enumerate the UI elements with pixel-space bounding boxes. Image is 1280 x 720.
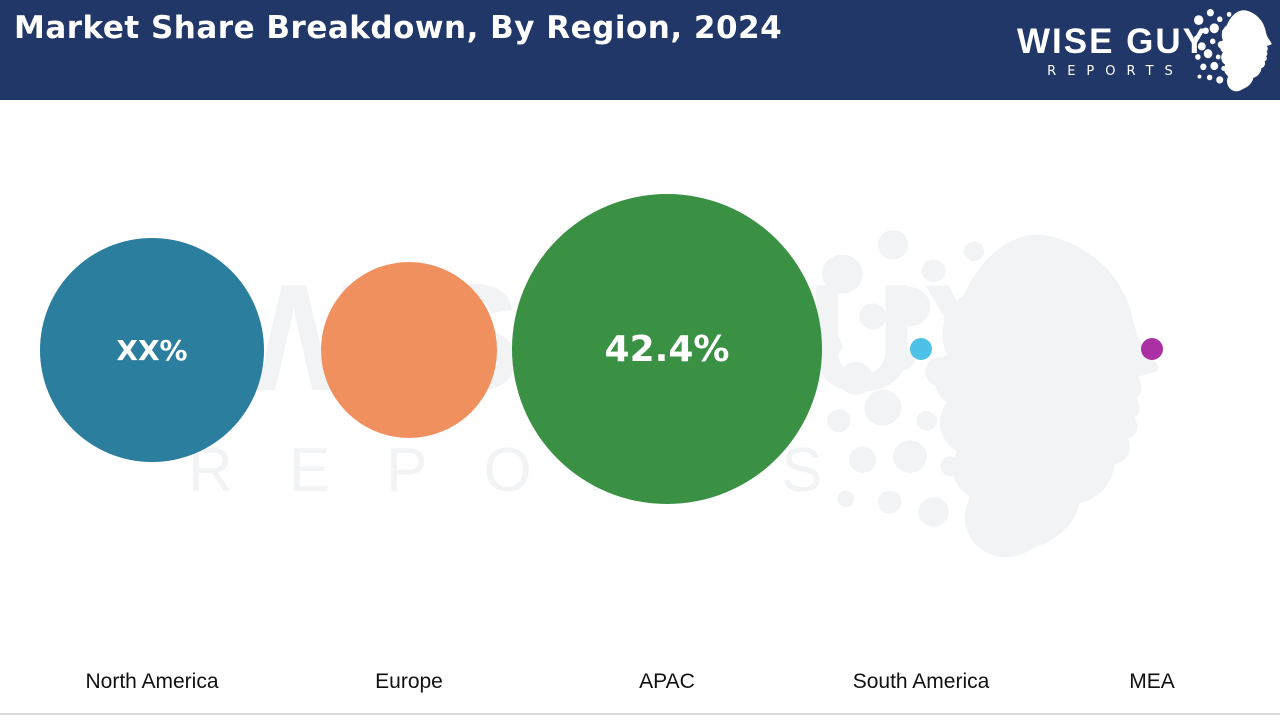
bubble-north-america: XX% — [40, 238, 264, 462]
category-label-mea: MEA — [1129, 670, 1175, 693]
category-label-apac: APAC — [639, 670, 695, 693]
logo-wordmark: WISE GUY — [1016, 21, 1208, 61]
wiseguy-face-icon — [1194, 9, 1272, 92]
logo-text: WISE GUY REPORTS — [1017, 22, 1208, 79]
category-label-south-america: South America — [852, 670, 990, 693]
bubble-value-label-north-america: XX% — [116, 333, 188, 367]
bubble-apac: 42.4% — [512, 194, 822, 504]
header: Market Share Breakdown, By Region, 2024 … — [0, 0, 1280, 100]
category-label-europe: Europe — [375, 670, 443, 693]
bubble-south-america — [910, 338, 932, 360]
logo-subtitle: REPORTS — [1047, 63, 1184, 79]
bubble-value-label-apac: 42.4% — [604, 328, 730, 370]
chart-baseline — [0, 713, 1280, 715]
page-title: Market Share Breakdown, By Region, 2024 — [14, 10, 783, 46]
wiseguy-logo: WISE GUY REPORTS — [1017, 6, 1272, 94]
category-label-north-america: North America — [85, 670, 219, 693]
bubble-europe — [321, 262, 497, 438]
